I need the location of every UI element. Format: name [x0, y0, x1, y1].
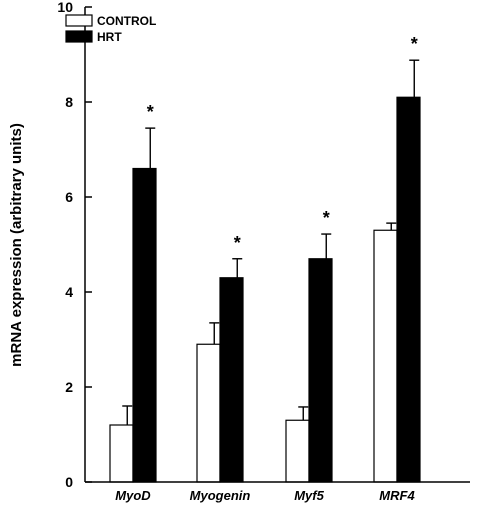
y-tick-label: 10 — [57, 0, 73, 15]
bar-control-myf5 — [285, 419, 310, 483]
legend-label-hrt: HRT — [97, 30, 122, 44]
significance-marker: * — [323, 208, 330, 228]
bar-control-myod — [109, 424, 134, 483]
y-tick-label: 6 — [65, 189, 73, 205]
bars-layer: * * * * — [109, 34, 421, 483]
y-tick-label: 2 — [65, 379, 73, 395]
significance-marker: * — [234, 233, 241, 253]
y-axis: 0 2 4 6 8 10 — [57, 0, 92, 490]
bar-hrt-myod — [132, 167, 157, 483]
significance-marker: * — [411, 34, 418, 54]
category-label: MRF4 — [379, 488, 415, 503]
bar-hrt-myf5 — [308, 258, 333, 483]
category-labels: MyoD Myogenin Myf5 MRF4 — [115, 488, 415, 503]
category-label: Myf5 — [294, 488, 324, 503]
bar-hrt-myogenin — [219, 277, 244, 483]
significance-marker: * — [147, 102, 154, 122]
category-label: MyoD — [115, 488, 151, 503]
legend-label-control: CONTROL — [97, 14, 156, 28]
legend-swatch-control — [65, 14, 93, 27]
y-tick-label: 8 — [65, 94, 73, 110]
bar-hrt-mrf4 — [396, 96, 421, 483]
bar-control-myogenin — [196, 343, 221, 483]
y-tick-label: 4 — [65, 284, 73, 300]
category-label: Myogenin — [190, 488, 251, 503]
bar-control-mrf4 — [373, 229, 398, 483]
y-axis-title: mRNA expression (arbitrary units) — [8, 123, 25, 367]
legend-swatch-hrt — [65, 30, 93, 43]
y-tick-label: 0 — [65, 474, 73, 490]
legend: CONTROL HRT — [65, 14, 156, 44]
